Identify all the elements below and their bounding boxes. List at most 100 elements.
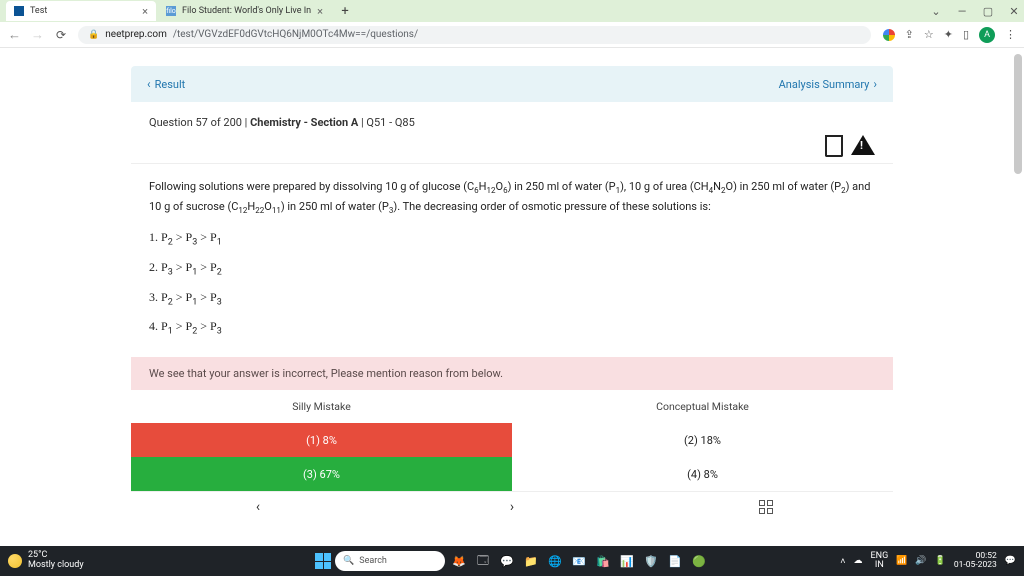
minimize-button[interactable]: —	[956, 5, 968, 18]
conceptual-mistake-button[interactable]: Conceptual Mistake	[512, 390, 893, 423]
menu-icon[interactable]: ⋮	[1005, 28, 1016, 41]
weather-cond: Mostly cloudy	[28, 561, 84, 571]
url-path: /test/VGVzdEF0dGVtcHQ6NjM0OTc4Mw==/quest…	[173, 29, 418, 40]
taskbar-center: 🔍 Search 🦊 🗔 💬 📁 🌐 📧 🛍️ 📊 🛡️ 📄 🟢	[315, 551, 709, 571]
bookmark-icon[interactable]	[825, 135, 843, 157]
question-text: Following solutions were prepared by dis…	[149, 178, 875, 218]
forward-button[interactable]: →	[31, 27, 44, 43]
answer-cell-3[interactable]: (3) 67%	[131, 457, 512, 491]
answer-cell-2[interactable]: (2) 18%	[512, 423, 893, 457]
taskbar-app-icon[interactable]: 📁	[521, 551, 541, 571]
start-button[interactable]	[315, 553, 331, 569]
page-content: ‹ Result Analysis Summary › Question 57 …	[0, 48, 1024, 546]
back-button[interactable]: ←	[8, 27, 21, 43]
lang-2: IN	[871, 561, 889, 570]
search-icon: 🔍	[343, 556, 354, 566]
option-4[interactable]: 4. P1 > P2 > P3	[149, 317, 875, 339]
silly-mistake-button[interactable]: Silly Mistake	[131, 390, 512, 423]
favicon-icon	[14, 6, 24, 16]
new-tab-button[interactable]: +	[337, 3, 353, 19]
question-meta: Question 57 of 200 | Chemistry - Section…	[149, 116, 875, 129]
favicon-icon: filo	[166, 6, 176, 16]
browser-tab-inactive[interactable]: filo Filo Student: World's Only Live In …	[158, 1, 331, 21]
url-input[interactable]: 🔒 neetprep.com/test/VGVzdEF0dGVtcHQ6NjM0…	[78, 26, 871, 44]
question-card: ‹ Result Analysis Summary › Question 57 …	[131, 66, 893, 521]
taskbar-app-icon[interactable]: 🗔	[473, 551, 493, 571]
analysis-label: Analysis Summary	[779, 78, 870, 91]
notifications-icon[interactable]: 💬	[1005, 556, 1016, 566]
tray-icon[interactable]: ☁	[854, 556, 863, 566]
card-header: ‹ Result Analysis Summary ›	[131, 66, 893, 102]
taskbar-search[interactable]: 🔍 Search	[335, 551, 445, 571]
analysis-summary-link[interactable]: Analysis Summary ›	[779, 77, 877, 91]
grid-icon	[759, 500, 773, 514]
option-1[interactable]: 1. P2 > P3 > P1	[149, 228, 875, 250]
battery-icon[interactable]: 🔋	[935, 556, 946, 566]
scrollbar-thumb[interactable]	[1014, 54, 1022, 174]
close-tab-icon[interactable]: ×	[142, 5, 148, 18]
close-window-button[interactable]: ✕	[1008, 5, 1020, 18]
tab-title: Filo Student: World's Only Live In	[182, 6, 311, 16]
address-bar: ← → ⟳ 🔒 neetprep.com/test/VGVzdEF0dGVtcH…	[0, 22, 1024, 48]
taskbar-app-icon[interactable]: 🛡️	[641, 551, 661, 571]
date-text: 01-05-2023	[954, 561, 997, 570]
volume-icon[interactable]: 🔊	[915, 556, 926, 566]
language-indicator[interactable]: ENG IN	[871, 552, 889, 571]
maximize-button[interactable]: ▢	[982, 5, 994, 18]
tray-chevron-icon[interactable]: ˄	[840, 556, 845, 567]
incorrect-message: We see that your answer is incorrect, Pl…	[131, 357, 893, 390]
option-2[interactable]: 2. P3 > P1 > P2	[149, 258, 875, 280]
question-action-icons	[149, 135, 875, 157]
question-nav-footer: ‹ ›	[131, 491, 893, 521]
meta-suffix: | Q51 - Q85	[358, 116, 415, 129]
meta-subject: Chemistry - Section A	[250, 116, 358, 129]
chevron-right-icon: ›	[873, 77, 877, 91]
share-icon[interactable]: ⇪	[905, 28, 914, 41]
scrollbar-track[interactable]	[1014, 54, 1022, 540]
google-icon[interactable]	[883, 29, 895, 41]
search-placeholder: Search	[359, 556, 387, 566]
taskbar-app-icon[interactable]: 🦊	[449, 551, 469, 571]
chevron-left-icon: ‹	[147, 77, 151, 91]
toolbar-right: ⇪ ☆ ✦ ▯ A ⋮	[883, 27, 1016, 43]
star-icon[interactable]: ☆	[924, 28, 934, 41]
close-tab-icon[interactable]: ×	[317, 5, 323, 18]
next-question-button[interactable]: ›	[385, 492, 639, 521]
nav-arrows: ← →	[8, 27, 44, 43]
answer-cell-4[interactable]: (4) 8%	[512, 457, 893, 491]
reload-button[interactable]: ⟳	[56, 28, 66, 42]
reader-icon[interactable]: ▯	[963, 28, 969, 41]
clock[interactable]: 00:52 01-05-2023	[954, 552, 997, 571]
mistake-reason-row: Silly Mistake Conceptual Mistake	[131, 390, 893, 423]
weather-icon	[8, 554, 22, 568]
taskbar-chrome-icon[interactable]: 🟢	[689, 551, 709, 571]
option-3[interactable]: 3. P2 > P1 > P3	[149, 288, 875, 310]
taskbar-app-icon[interactable]: 💬	[497, 551, 517, 571]
taskbar-app-icon[interactable]: 📧	[569, 551, 589, 571]
prev-question-button[interactable]: ‹	[131, 492, 385, 521]
window-controls: ⌄ — ▢ ✕	[930, 0, 1020, 22]
browser-tab-strip: Test × filo Filo Student: World's Only L…	[0, 0, 1024, 22]
extensions-icon[interactable]: ✦	[944, 28, 953, 41]
report-warning-icon[interactable]	[851, 135, 875, 155]
question-body: Following solutions were prepared by dis…	[131, 164, 893, 357]
profile-avatar[interactable]: A	[979, 27, 995, 43]
window-dropdown-icon[interactable]: ⌄	[930, 5, 942, 18]
browser-tab-active[interactable]: Test ×	[6, 1, 156, 21]
options-list: 1. P2 > P3 > P1 2. P3 > P1 > P2 3. P2 > …	[149, 228, 875, 339]
grid-view-button[interactable]	[639, 492, 893, 521]
taskbar-app-icon[interactable]: 🛍️	[593, 551, 613, 571]
taskbar-app-icon[interactable]: 📄	[665, 551, 685, 571]
weather-widget[interactable]: 25°C Mostly cloudy	[8, 551, 84, 571]
wifi-icon[interactable]: 📶	[896, 556, 907, 566]
result-label: Result	[155, 78, 186, 91]
weather-text: 25°C Mostly cloudy	[28, 551, 84, 571]
question-header: Question 57 of 200 | Chemistry - Section…	[131, 102, 893, 164]
result-link[interactable]: ‹ Result	[147, 77, 185, 91]
windows-taskbar: 25°C Mostly cloudy 🔍 Search 🦊 🗔 💬 📁 🌐 📧 …	[0, 546, 1024, 576]
answer-cell-1[interactable]: (1) 8%	[131, 423, 512, 457]
taskbar-app-icon[interactable]: 📊	[617, 551, 637, 571]
answer-distribution-grid: (1) 8% (2) 18% (3) 67% (4) 8%	[131, 423, 893, 491]
lock-icon: 🔒	[88, 30, 99, 40]
taskbar-app-icon[interactable]: 🌐	[545, 551, 565, 571]
